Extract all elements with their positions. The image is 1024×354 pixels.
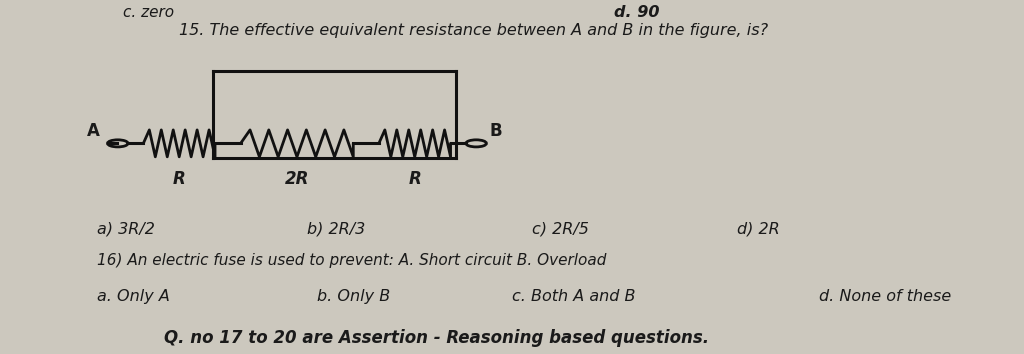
Text: 15. The effective equivalent resistance between A and B in the figure, is?: 15. The effective equivalent resistance … bbox=[179, 23, 768, 38]
Text: c. zero: c. zero bbox=[123, 5, 174, 20]
Text: d) 2R: d) 2R bbox=[737, 221, 780, 236]
Text: b) 2R/3: b) 2R/3 bbox=[307, 221, 366, 236]
Text: 2R: 2R bbox=[285, 170, 309, 188]
Text: Q. no 17 to 20 are Assertion - Reasoning based questions.: Q. no 17 to 20 are Assertion - Reasoning… bbox=[164, 329, 709, 347]
Text: a. Only A: a. Only A bbox=[97, 289, 170, 303]
Text: d. 90: d. 90 bbox=[614, 5, 659, 20]
Text: a) 3R/2: a) 3R/2 bbox=[97, 221, 156, 236]
Text: d. None of these: d. None of these bbox=[819, 289, 951, 303]
Text: R: R bbox=[409, 170, 421, 188]
Text: R: R bbox=[173, 170, 185, 188]
Text: c. Both A and B: c. Both A and B bbox=[512, 289, 636, 303]
Text: b. Only B: b. Only B bbox=[317, 289, 391, 303]
Text: 16) An electric fuse is used to prevent: A. Short circuit B. Overload: 16) An electric fuse is used to prevent:… bbox=[97, 253, 606, 268]
Text: B: B bbox=[489, 122, 502, 140]
Text: A: A bbox=[87, 122, 100, 140]
Text: c) 2R/5: c) 2R/5 bbox=[532, 221, 590, 236]
